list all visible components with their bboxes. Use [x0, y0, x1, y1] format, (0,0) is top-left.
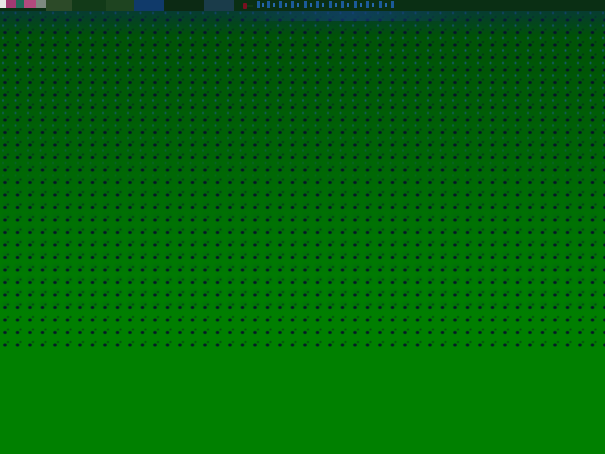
- tab-color-fragment-grey[interactable]: [36, 0, 46, 8]
- toolbar-block-slate[interactable]: [204, 0, 234, 11]
- blue-haze-top-right: [230, 11, 470, 21]
- mottled-green-texture: [0, 11, 605, 311]
- browser-chrome-strip[interactable]: [0, 0, 605, 11]
- blue-haze-top: [0, 11, 605, 37]
- dither-blob-grid: [0, 11, 605, 351]
- tab-color-fragment-teal[interactable]: [16, 0, 24, 8]
- toolbar-block-dark[interactable]: [72, 0, 106, 11]
- flat-green-region: [0, 349, 605, 454]
- dark-green-wash-overlay: [0, 11, 605, 351]
- dither-blob-grid-secondary: [0, 11, 605, 351]
- dither-blue-tick-grid: [0, 11, 605, 201]
- toolbar-block-blue[interactable]: [134, 0, 164, 11]
- toolbar-block-dark-2[interactable]: [164, 0, 204, 11]
- tab-color-fragment-magenta[interactable]: [6, 0, 16, 8]
- toolbar-block-olive-2[interactable]: [106, 0, 134, 11]
- green-render-area: [0, 11, 605, 454]
- toolbar-block-olive[interactable]: [46, 0, 72, 11]
- tab-favicon-fragment[interactable]: [0, 0, 6, 8]
- canvas-text: [0, 11, 1, 12]
- red-indicator-mark: [243, 3, 253, 9]
- tab-color-fragment-pink[interactable]: [24, 0, 36, 8]
- illegible-title-glyphs: [255, 1, 400, 9]
